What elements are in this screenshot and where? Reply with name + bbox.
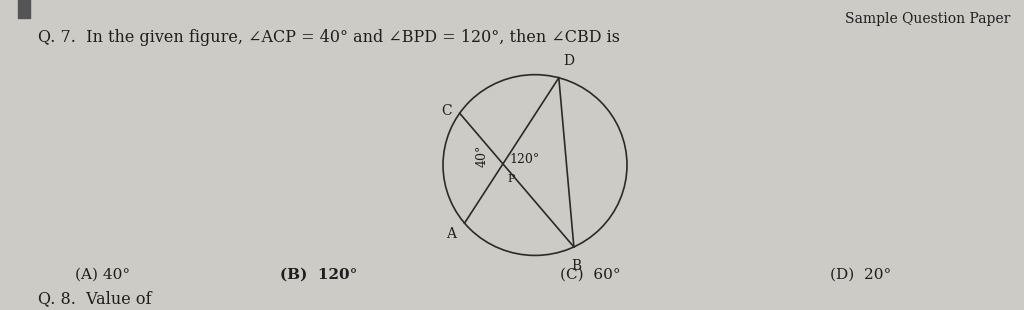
Text: 40°: 40° <box>476 145 488 167</box>
Text: (B)  120°: (B) 120° <box>280 267 357 281</box>
Text: A: A <box>446 227 457 241</box>
Text: D: D <box>563 54 573 68</box>
Text: Sample Question Paper: Sample Question Paper <box>845 12 1010 26</box>
Text: P: P <box>507 174 514 184</box>
Text: B: B <box>570 259 581 273</box>
Text: Q. 7.  In the given figure, ∠ACP = 40° and ∠BPD = 120°, then ∠CBD is: Q. 7. In the given figure, ∠ACP = 40° an… <box>38 29 620 46</box>
Text: Q. 8.  Value of: Q. 8. Value of <box>38 290 152 307</box>
Text: (C)  60°: (C) 60° <box>560 267 621 281</box>
Text: 120°: 120° <box>509 153 540 166</box>
Text: C: C <box>441 104 452 118</box>
Text: (A) 40°: (A) 40° <box>75 267 130 281</box>
Text: (D)  20°: (D) 20° <box>830 267 891 281</box>
